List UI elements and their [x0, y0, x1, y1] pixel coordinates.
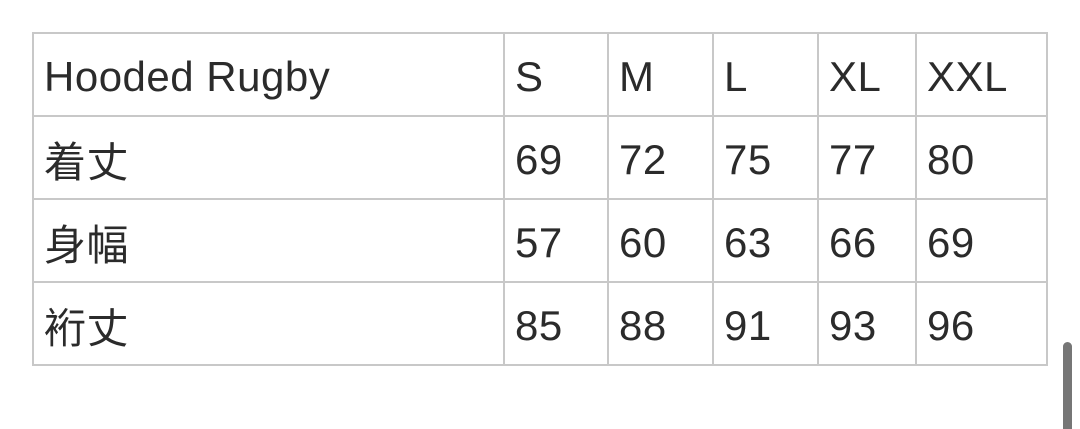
measurement-label: 裄丈 [32, 281, 505, 366]
size-column-header-xxl: XXL [915, 32, 1048, 117]
measurement-label: 着丈 [32, 115, 505, 200]
size-chart-table: Hooded Rugby S M L XL XXL 着丈 69 72 75 77… [32, 32, 1048, 366]
size-value-cell: 96 [915, 281, 1048, 366]
size-value-cell: 85 [503, 281, 609, 366]
table-row-sleeve-length: 裄丈 85 88 91 93 96 [32, 281, 1048, 366]
size-value-cell: 69 [915, 198, 1048, 283]
size-column-header-l: L [712, 32, 819, 117]
table-row-body-length: 着丈 69 72 75 77 80 [32, 115, 1048, 200]
size-column-header-s: S [503, 32, 609, 117]
size-value-cell: 77 [817, 115, 917, 200]
size-value-cell: 60 [607, 198, 714, 283]
size-value-cell: 80 [915, 115, 1048, 200]
size-value-cell: 91 [712, 281, 819, 366]
size-value-cell: 93 [817, 281, 917, 366]
size-value-cell: 63 [712, 198, 819, 283]
size-column-header-m: M [607, 32, 714, 117]
header-row: Hooded Rugby S M L XL XXL [32, 32, 1048, 117]
size-value-cell: 88 [607, 281, 714, 366]
measurement-label: 身幅 [32, 198, 505, 283]
size-value-cell: 66 [817, 198, 917, 283]
vertical-scrollbar-thumb[interactable] [1063, 342, 1072, 429]
size-value-cell: 69 [503, 115, 609, 200]
size-column-header-xl: XL [817, 32, 917, 117]
size-value-cell: 72 [607, 115, 714, 200]
table-row-body-width: 身幅 57 60 63 66 69 [32, 198, 1048, 283]
size-value-cell: 57 [503, 198, 609, 283]
size-value-cell: 75 [712, 115, 819, 200]
product-name-header-cell: Hooded Rugby [32, 32, 505, 117]
